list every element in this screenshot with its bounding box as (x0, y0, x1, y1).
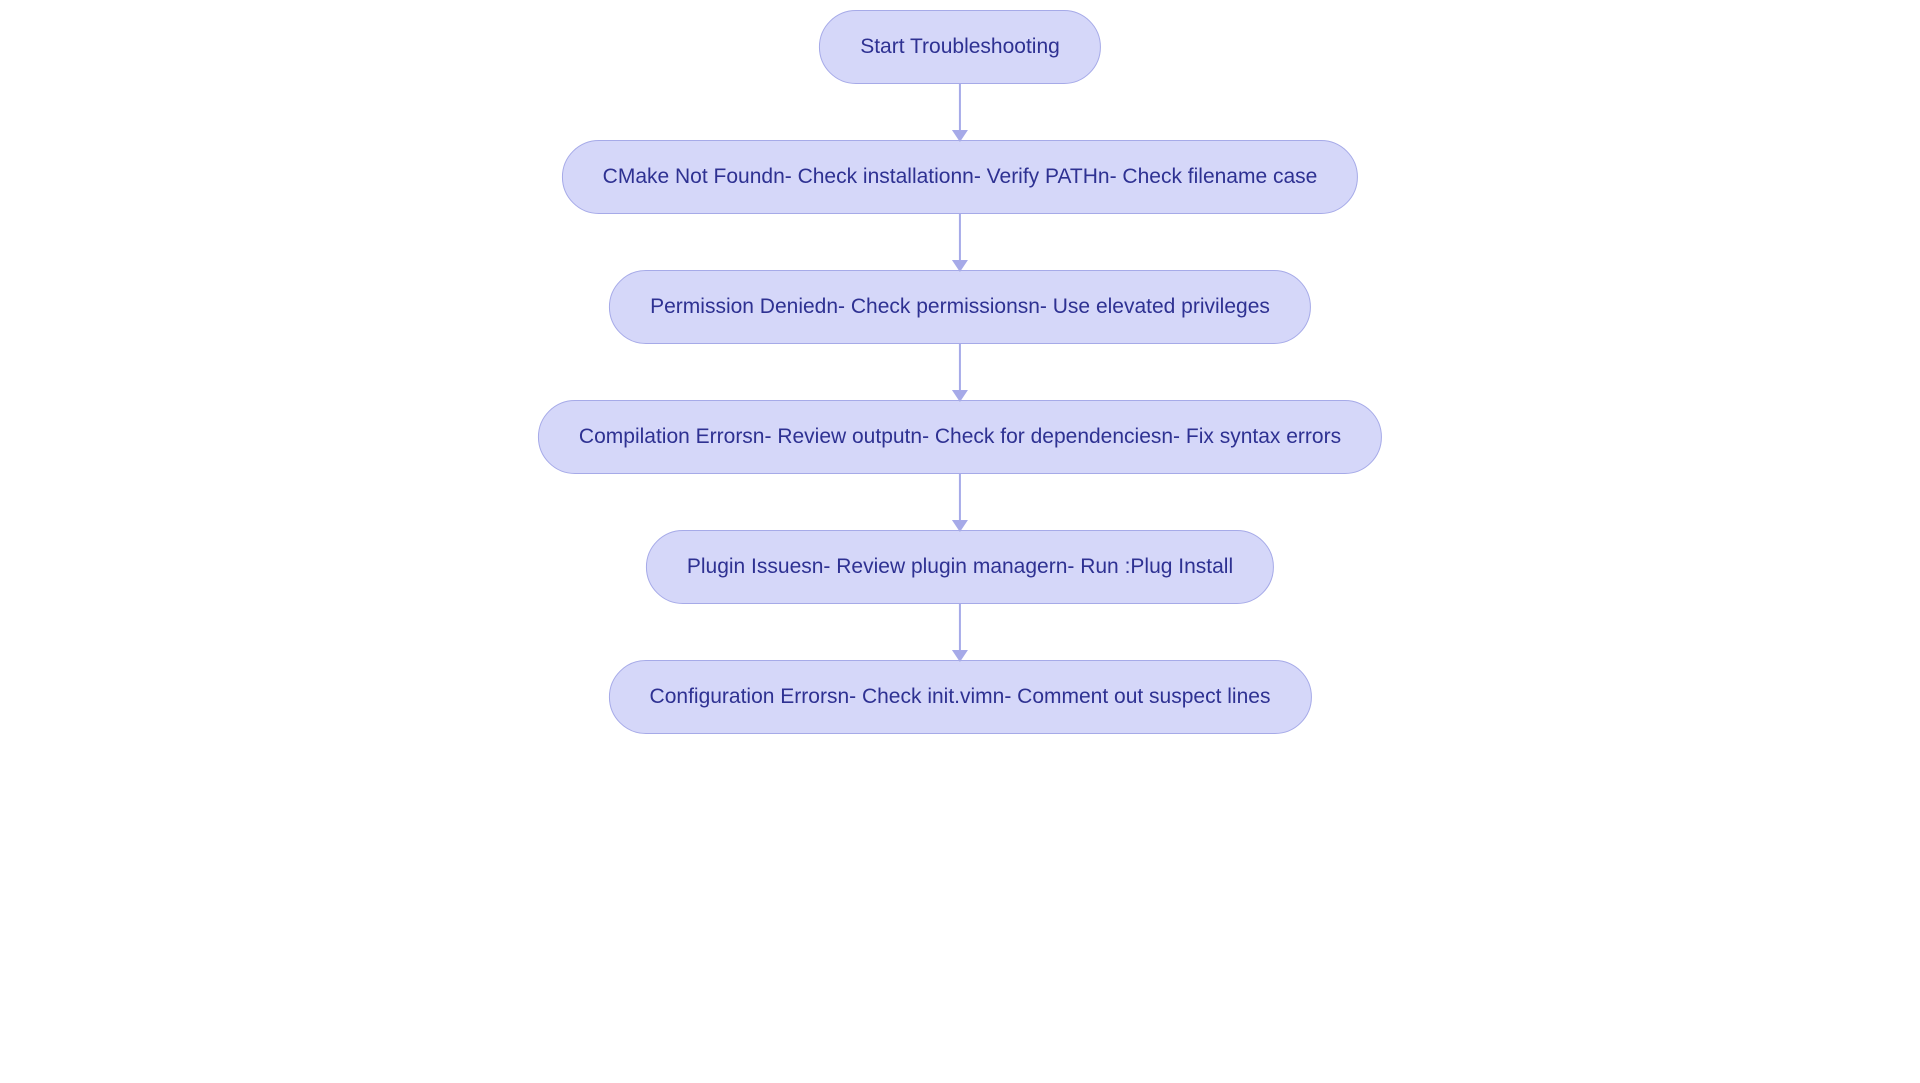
flowchart-container: Start Troubleshooting CMake Not Foundn- … (538, 10, 1382, 734)
flow-node-start: Start Troubleshooting (819, 10, 1101, 84)
flow-arrow (959, 604, 961, 660)
flow-node-permission: Permission Deniedn- Check permissionsn- … (609, 270, 1311, 344)
flow-arrow (959, 214, 961, 270)
flow-arrow (959, 84, 961, 140)
flow-node-plugin: Plugin Issuesn- Review plugin managern- … (646, 530, 1274, 604)
flow-node-cmake: CMake Not Foundn- Check installationn- V… (562, 140, 1359, 214)
flow-node-config: Configuration Errorsn- Check init.vimn- … (609, 660, 1312, 734)
flow-node-compilation: Compilation Errorsn- Review outputn- Che… (538, 400, 1382, 474)
flow-arrow (959, 474, 961, 530)
flow-arrow (959, 344, 961, 400)
